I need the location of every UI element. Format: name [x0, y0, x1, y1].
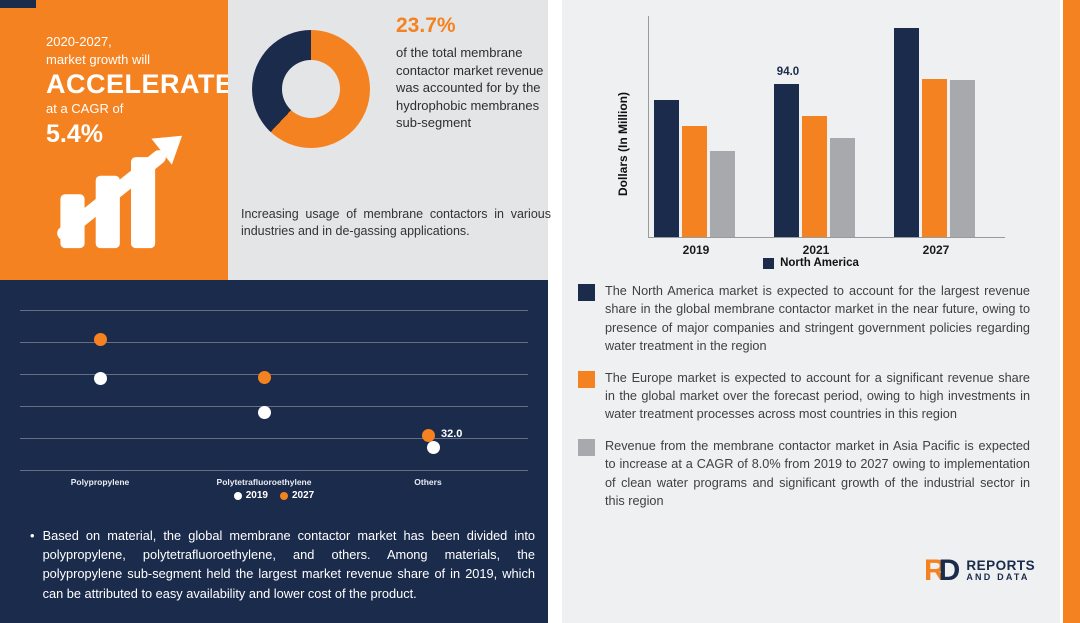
materials-bullet-text: Based on material, the global membrane c… [42, 528, 535, 601]
bar-category-2019: 2019 [682, 243, 710, 257]
legend-label-north-america: North America [780, 257, 859, 269]
regional-bullet-text-0: The North America market is expected to … [605, 284, 1030, 354]
bullet-glyph: • [30, 528, 35, 543]
bullet-color-square-2 [578, 438, 595, 456]
cagr-promo-panel: 2020-2027, market growth will ACCELERATE… [0, 0, 233, 280]
bar-europe-2021 [802, 116, 827, 237]
donut-hole [282, 60, 340, 118]
dot-2019-polytetrafluoroethylene [257, 405, 271, 419]
dot-2019-others [426, 440, 440, 454]
materials-plot: 32.0 Polypropylene Polytetrafluoroethylene… [0, 280, 548, 512]
usage-note: Increasing usage of membrane contactors … [241, 207, 551, 238]
bar-asia-pacific-2019 [710, 150, 735, 237]
bar-category-2027: 2027 [922, 243, 950, 257]
hydrophobic-stat-panel: 23.7% of the total membrane contactor ma… [228, 0, 551, 280]
bar-category-2021: 2021 [802, 243, 830, 257]
legend-dot-2027 [280, 491, 288, 500]
bar-value-label: 94.0 [776, 65, 800, 78]
bullet-color-square-1 [578, 370, 595, 388]
dot-2027-polytetrafluoroethylene [257, 370, 271, 384]
bar-europe-2027 [922, 78, 947, 237]
dot-2019-polypropylene [93, 371, 107, 385]
regional-bullets: The North America market is expected to … [578, 282, 1050, 523]
bar-north-america-2027 [894, 28, 919, 237]
promo-cagr-value: 5.4% [46, 120, 103, 149]
logo-mark: RD [924, 556, 960, 586]
gridline-2 [20, 374, 528, 375]
hydrophobic-stat-desc: of the total membrane contactor market r… [396, 45, 544, 131]
point-label-others: 32.0 [441, 428, 463, 440]
legend-dot-2019 [233, 491, 242, 500]
legend-label-2019: 2019 [245, 490, 268, 501]
legend-square-north-america [763, 257, 775, 269]
regional-bullet-1: The Europe market is expected to account… [578, 369, 1050, 424]
promo-headline: ACCELERATE [46, 69, 234, 99]
category-label-2: Others [414, 477, 442, 487]
logo-name-top: REPORTS [966, 557, 1036, 573]
legend-item-2019: 2019 [233, 490, 268, 501]
donut-chart [252, 30, 370, 148]
bar-north-america-2019 [654, 100, 679, 237]
promo-line2: market growth will [46, 52, 151, 67]
regional-plot: Dollars (In Million) 2019 94.0 2021 2027 [562, 0, 1060, 272]
dot-2027-others [421, 428, 435, 442]
logo-mark-d: D [938, 554, 961, 587]
dot-2027-polypropylene [93, 333, 107, 347]
growth-arrow-chart-icon [57, 135, 183, 249]
promo-period: 2020-2027, [46, 34, 112, 49]
legend-label-2027: 2027 [292, 490, 315, 501]
hydrophobic-stat-block: 23.7% of the total membrane contactor ma… [396, 14, 548, 132]
promo-text-block: 2020-2027, market growth will ACCELERATE… [46, 34, 234, 149]
regional-bullet-text-2: Revenue from the membrane contactor mark… [605, 438, 1030, 509]
bar-asia-pacific-2027 [950, 80, 975, 237]
regional-bullet-text-1: The Europe market is expected to account… [605, 370, 1030, 422]
corner-accent-bar [0, 0, 36, 8]
materials-legend: 2019 2027 [0, 490, 548, 501]
y-axis-label: Dollars (In Million) [616, 92, 630, 196]
logo-mark-r: R [924, 554, 946, 587]
gridline-4 [20, 438, 528, 439]
hydrophobic-stat-value: 23.7% [396, 14, 456, 37]
reports-and-data-logo: RD REPORTS AND DATA [924, 556, 1035, 586]
legend-item-2027: 2027 [280, 490, 314, 501]
bar-europe-2019 [682, 126, 707, 237]
bullet-color-square-0 [578, 284, 595, 301]
regional-bullet-0: The North America market is expected to … [578, 282, 1050, 356]
materials-panel: 32.0 Polypropylene Polytetrafluoroethylene… [0, 280, 548, 623]
right-edge-strip [1063, 0, 1080, 623]
logo-name-bottom: AND DATA [966, 572, 1030, 583]
bar-north-america-2021 [774, 83, 799, 237]
gridline-0 [20, 310, 528, 311]
gridline-1 [20, 342, 528, 343]
materials-bullet: • Based on material, the global membrane… [30, 526, 535, 603]
promo-line4: at a CAGR of [46, 101, 124, 117]
regional-panel: Dollars (In Million) 2019 94.0 2021 2027 No… [562, 0, 1060, 623]
y-axis-line [648, 16, 649, 237]
gridline-3 [20, 406, 528, 407]
category-label-1: Polytetrafluoroethylene [216, 477, 312, 487]
bar-asia-pacific-2021 [830, 137, 855, 237]
x-axis-line [648, 237, 1005, 238]
gridline-5 [20, 470, 528, 471]
regional-legend: North America [562, 257, 1060, 269]
category-label-0: Polypropylene [70, 477, 130, 487]
regional-bullet-2: Revenue from the membrane contactor mark… [578, 437, 1050, 511]
logo-text: REPORTS AND DATA [966, 557, 1036, 584]
